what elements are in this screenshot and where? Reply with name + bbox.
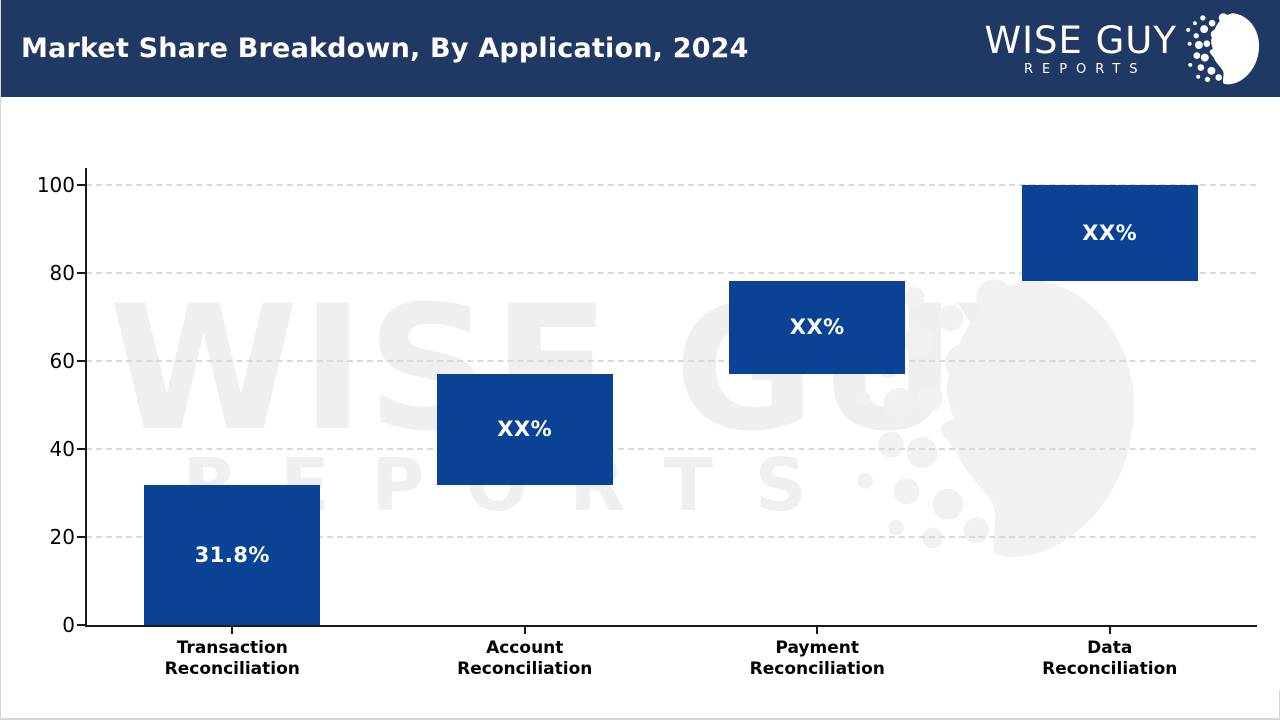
y-tick-label-0: 0 (62, 613, 75, 637)
chart-title: Market Share Breakdown, By Application, … (21, 33, 749, 64)
y-tick-label-60: 60 (49, 349, 75, 373)
gridline-100 (86, 184, 1256, 186)
bar-segment: XX% (729, 280, 906, 374)
category-label: Account Reconciliation (457, 638, 593, 679)
dotted-face-logo-icon (1181, 7, 1267, 91)
x-axis-line (85, 625, 1257, 627)
gridline-20 (86, 536, 1256, 538)
header-banner: Market Share Breakdown, By Application, … (1, 0, 1280, 97)
y-tick-label-80: 80 (49, 261, 75, 285)
y-tick-0 (77, 624, 85, 626)
y-axis-line (85, 168, 87, 627)
gridline-40 (86, 448, 1256, 450)
bar-segment: 31.8% (144, 485, 321, 625)
y-tick-100 (77, 184, 85, 186)
brand-name: WISE GUY (984, 18, 1177, 62)
gridline-80 (86, 272, 1256, 274)
y-tick-label-100: 100 (36, 173, 75, 197)
brand-logo: WISE GUY REPORTS (985, 7, 1280, 91)
x-tick (816, 627, 819, 634)
category-label: Data Reconciliation (1042, 638, 1178, 679)
bar-value-label: XX% (789, 315, 845, 340)
bar-value-label: XX% (1082, 220, 1138, 245)
x-tick (231, 627, 234, 634)
category-label: Payment Reconciliation (749, 638, 885, 679)
x-tick (1108, 627, 1111, 634)
y-tick-20 (77, 536, 85, 538)
bar-segment: XX% (1021, 185, 1198, 281)
y-tick-40 (77, 448, 85, 450)
bar-value-label: XX% (497, 417, 553, 442)
category-label: Transaction Reconciliation (164, 638, 300, 679)
y-tick-60 (77, 360, 85, 362)
x-tick (523, 627, 526, 634)
waterfall-chart: WISE GUY REPORTS 02040608010031.8%Transa… (1, 97, 1280, 690)
y-tick-label-40: 40 (49, 437, 75, 461)
brand-logo-text: WISE GUY REPORTS (985, 22, 1177, 76)
bar-value-label: 31.8% (194, 543, 270, 568)
gridline-60 (86, 360, 1256, 362)
brand-subtitle: REPORTS (1023, 61, 1147, 77)
y-tick-label-20: 20 (49, 525, 75, 549)
y-tick-80 (77, 272, 85, 274)
bar-segment: XX% (436, 373, 613, 486)
